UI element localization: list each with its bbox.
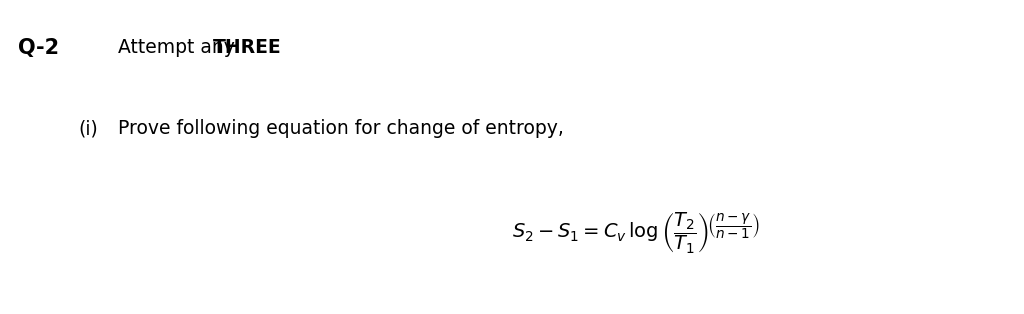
Text: Q-2: Q-2: [18, 38, 59, 58]
Text: (i): (i): [79, 119, 98, 138]
Text: Attempt any: Attempt any: [118, 38, 241, 57]
Text: $S_2 - S_1 = C_v\,\log\left(\dfrac{T_2}{T_1}\right)^{\!\left(\dfrac{n-\gamma}{n-: $S_2 - S_1 = C_v\,\log\left(\dfrac{T_2}{…: [512, 210, 760, 255]
Text: Prove following equation for change of entropy,: Prove following equation for change of e…: [118, 119, 563, 138]
Text: THREE: THREE: [213, 38, 282, 57]
